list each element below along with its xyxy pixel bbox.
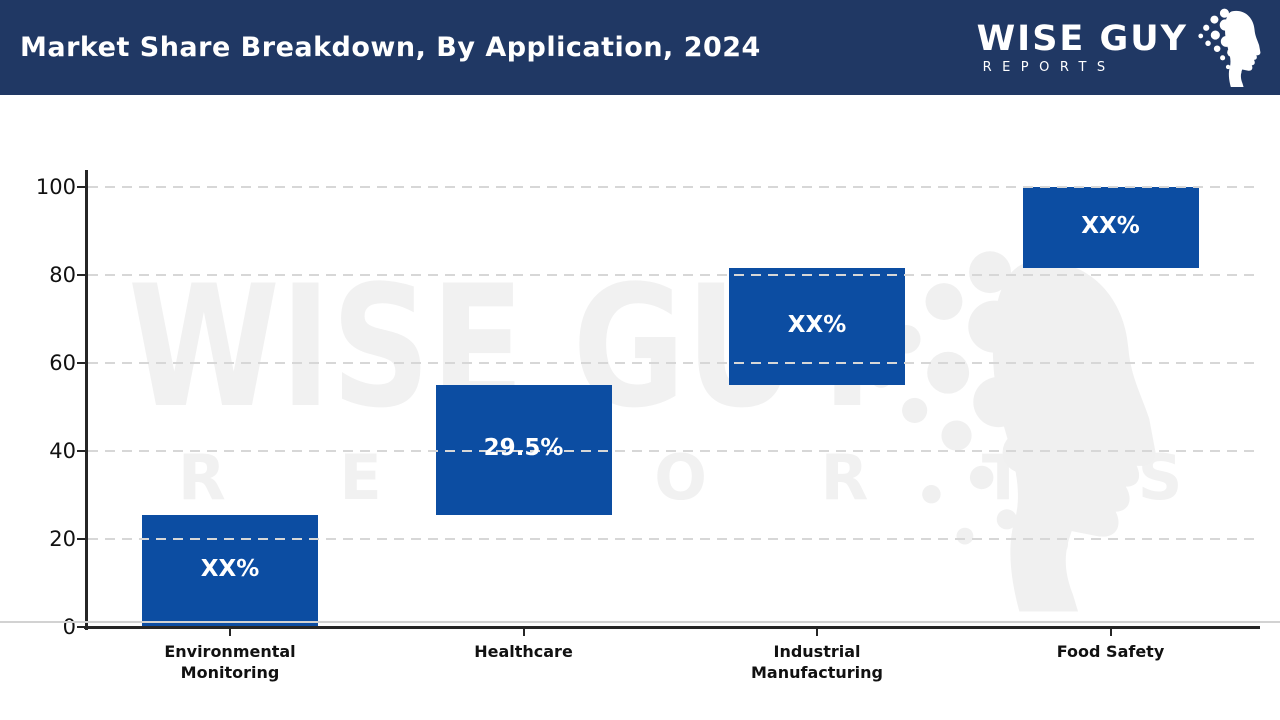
wise-guy-reports-logo: WISE GUY REPORTS — [977, 5, 1266, 91]
y-gridline-40 — [88, 450, 1258, 452]
bar-industrial-manufacturing — [729, 268, 905, 385]
bar-value-label: XX% — [787, 311, 847, 338]
y-axis-line — [85, 170, 88, 630]
bar-food-safety — [1022, 187, 1199, 269]
logo-text: WISE GUY REPORTS — [976, 18, 1188, 75]
bar-value-label: XX% — [1081, 212, 1140, 239]
y-gridline-100 — [88, 186, 1258, 188]
y-gridline-80 — [88, 274, 1258, 276]
y-tick-mark-0 — [77, 626, 85, 628]
y-gridline-60 — [88, 362, 1258, 364]
y-tick-label-100: 100 — [35, 175, 76, 199]
bar-environmental-monitoring — [142, 514, 318, 627]
page-title: Market Share Breakdown, By Application, … — [20, 32, 761, 63]
logo-wordmark: WISE GUY — [976, 18, 1188, 59]
y-tick-label-80: 80 — [49, 263, 76, 287]
x-axis-line — [84, 626, 1260, 629]
x-category-label: Environmental Monitoring — [164, 642, 296, 682]
header-bar: Market Share Breakdown, By Application, … — [0, 0, 1280, 95]
y-tick-mark-40 — [77, 450, 85, 452]
y-gridline-20 — [88, 538, 1258, 540]
x-tick-mark-1 — [522, 629, 525, 636]
x-category-label: Food Safety — [1056, 642, 1165, 661]
y-tick-mark-80 — [77, 274, 85, 276]
bar-value-label: 29.5% — [483, 434, 564, 461]
x-tick-mark-2 — [816, 629, 818, 636]
x-tick-mark-0 — [229, 629, 231, 636]
y-tick-label-20: 20 — [49, 527, 76, 551]
bar-value-label: XX% — [200, 555, 260, 582]
y-tick-mark-60 — [77, 362, 85, 364]
head-of-dots-icon — [1192, 5, 1266, 91]
x-tick-mark-3 — [1109, 629, 1112, 636]
y-tick-mark-100 — [77, 186, 85, 188]
y-tick-mark-20 — [77, 538, 85, 540]
y-tick-label-40: 40 — [49, 439, 76, 463]
x-category-label: Industrial Manufacturing — [751, 642, 883, 682]
y-tick-label-60: 60 — [49, 351, 76, 375]
chart-area: WISE GUY R E P O R T S — [0, 95, 1280, 720]
y-tick-label-0: 0 — [62, 615, 76, 639]
bar-healthcare — [435, 385, 612, 515]
x-category-label: Healthcare — [474, 642, 573, 661]
head-of-dots-watermark — [856, 223, 1166, 627]
logo-subtitle: REPORTS — [982, 59, 1116, 75]
footer-divider — [0, 621, 1280, 623]
